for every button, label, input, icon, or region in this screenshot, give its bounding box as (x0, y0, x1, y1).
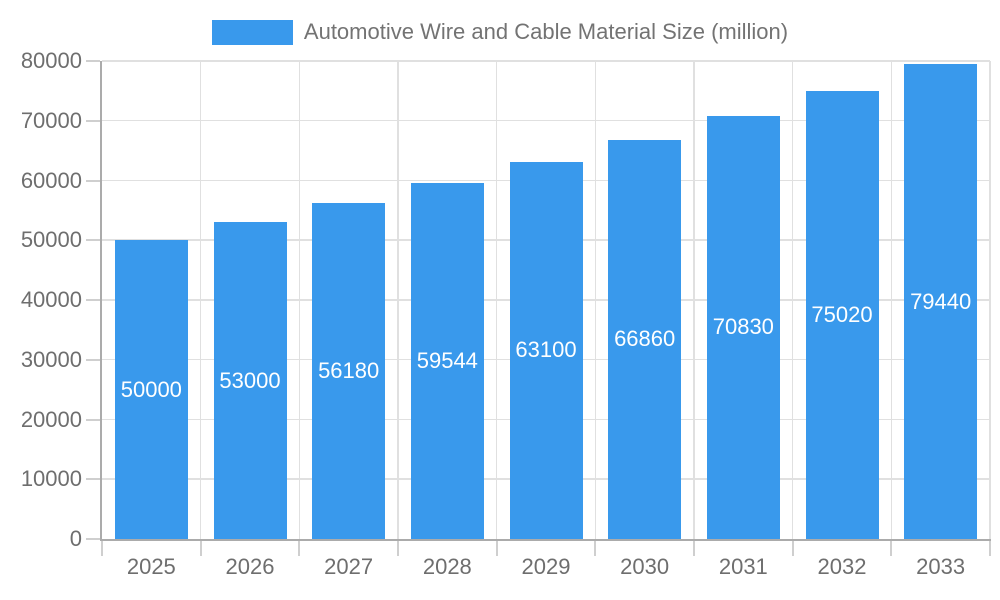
y-axis-tick (86, 179, 100, 182)
vertical-gridline (298, 61, 301, 539)
bar-2033[interactable] (904, 64, 978, 539)
vertical-gridline (791, 61, 794, 539)
legend[interactable]: Automotive Wire and Cable Material Size … (0, 19, 1000, 45)
y-axis-tick (86, 239, 100, 242)
vertical-gridline (890, 61, 893, 539)
y-axis-line (100, 61, 102, 541)
x-axis-tick-label: 2031 (718, 554, 768, 579)
x-axis-tick (298, 541, 301, 556)
bar-2028[interactable] (410, 183, 484, 539)
x-axis-tick-label: 2027 (324, 554, 374, 579)
x-axis-tick-label: 2026 (225, 554, 275, 579)
bar-value-label: 66860 (614, 326, 676, 352)
bar-2030[interactable] (608, 139, 682, 539)
bar-2031[interactable] (706, 115, 780, 539)
x-axis-tick (594, 541, 597, 556)
y-axis-tick-label: 0 (69, 526, 82, 551)
y-axis-tick-label: 80000 (20, 48, 82, 73)
vertical-gridline (199, 61, 202, 539)
y-axis-tick (86, 299, 100, 301)
bar-value-label: 59544 (416, 348, 478, 374)
x-axis-tick (791, 541, 794, 556)
y-axis-tick-label: 10000 (20, 466, 82, 492)
x-axis-tick (693, 541, 695, 556)
bar-value-label: 79440 (910, 288, 972, 314)
y-axis-tick-label: 40000 (20, 287, 82, 312)
bar-value-label: 70830 (712, 314, 774, 340)
y-axis-tick-label: 30000 (20, 346, 82, 372)
y-axis-tick-label: 20000 (20, 406, 82, 432)
bar-value-label: 50000 (120, 376, 182, 402)
x-axis-line (100, 539, 991, 541)
vertical-gridline (495, 61, 498, 539)
y-axis-tick (86, 60, 100, 62)
bar-value-label: 56180 (318, 358, 380, 384)
legend-label: Automotive Wire and Cable Material Size … (303, 19, 789, 44)
x-axis-tick (890, 541, 893, 556)
x-axis-tick (199, 541, 202, 556)
x-axis-tick (989, 541, 991, 556)
bar-2026[interactable] (213, 222, 287, 539)
bar-2027[interactable] (312, 203, 386, 539)
x-axis-tick-label: 2028 (422, 554, 472, 579)
bar-2029[interactable] (509, 161, 583, 539)
legend-color-swatch-icon (211, 19, 293, 45)
x-axis-tick-label: 2025 (126, 554, 176, 579)
vertical-gridline (397, 61, 399, 539)
x-axis-tick (397, 541, 399, 556)
y-axis-tick-label: 60000 (20, 167, 82, 193)
x-axis-tick-label: 2029 (521, 554, 571, 579)
x-axis-tick-label: 2032 (817, 554, 867, 579)
x-axis-tick (495, 541, 498, 556)
bar-value-label: 53000 (219, 367, 281, 393)
y-axis-tick (86, 119, 100, 122)
vertical-gridline (693, 61, 695, 539)
x-axis-tick (101, 541, 103, 556)
bar-2032[interactable] (805, 90, 879, 539)
horizontal-gridline (102, 119, 990, 122)
horizontal-gridline (102, 60, 990, 62)
y-axis-tick (86, 478, 100, 481)
bar-value-label: 63100 (515, 337, 577, 363)
vertical-gridline (989, 61, 991, 539)
y-axis-tick (86, 418, 100, 421)
bar-2025[interactable] (114, 240, 188, 539)
y-axis-tick-label: 50000 (20, 227, 82, 253)
bar-value-label: 75020 (811, 301, 873, 327)
y-axis-tick (86, 358, 100, 361)
y-axis-tick (86, 538, 100, 540)
y-axis-tick-label: 70000 (20, 107, 82, 133)
x-axis-tick-label: 2033 (916, 554, 966, 579)
x-axis-tick-label: 2030 (620, 554, 670, 579)
vertical-gridline (594, 61, 597, 539)
